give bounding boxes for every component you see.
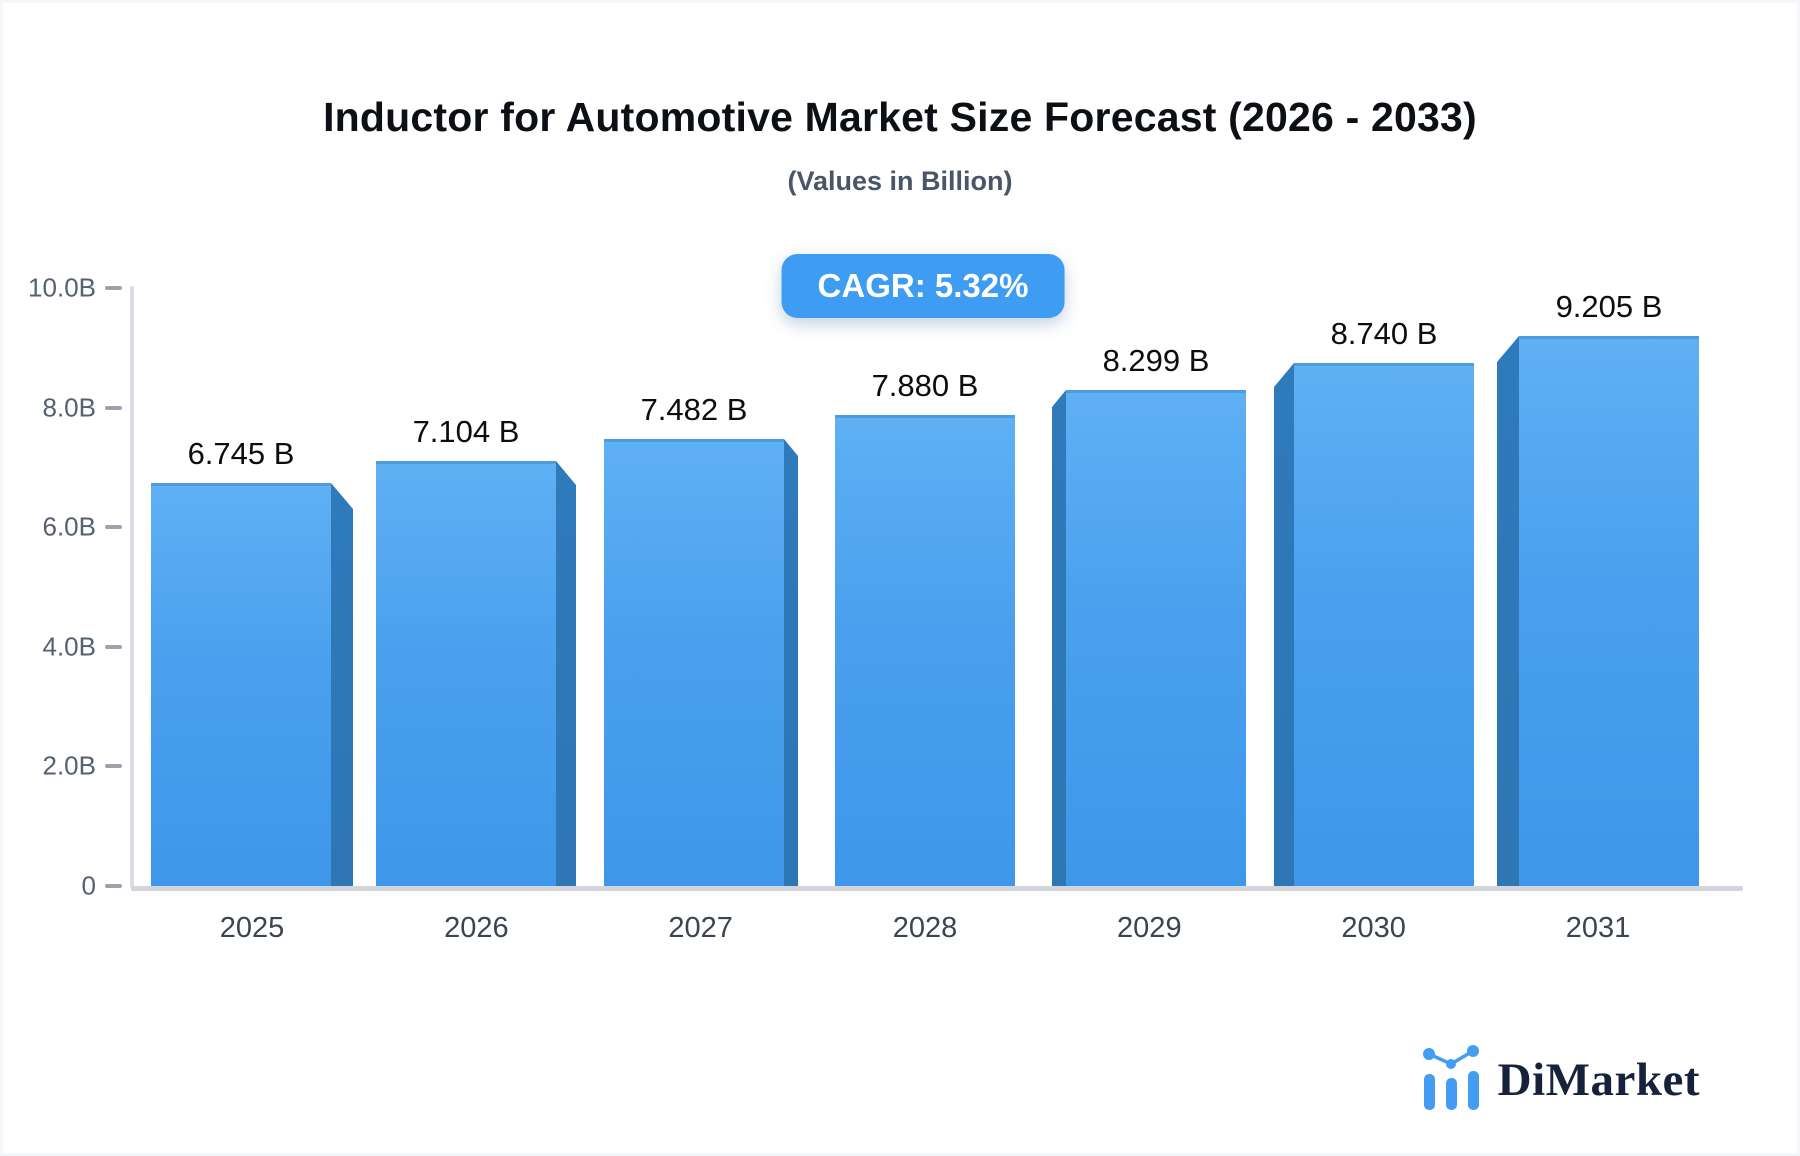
bar-face — [604, 439, 784, 886]
cagr-badge: CAGR: 5.32% — [781, 254, 1065, 318]
bar-value-label: 7.104 B — [412, 414, 520, 449]
bar-value-label: 6.745 B — [187, 436, 295, 471]
bar — [604, 439, 798, 886]
bar — [151, 483, 353, 886]
bar-value-label: 7.880 B — [871, 368, 979, 403]
bar-side — [331, 483, 353, 886]
y-tick-dash — [105, 884, 122, 888]
bar-face — [376, 461, 556, 886]
bar-face — [151, 483, 331, 886]
y-tick-dash — [105, 764, 122, 769]
bar-side — [1274, 363, 1294, 886]
bar — [376, 461, 576, 886]
bar-face — [835, 415, 1015, 886]
x-axis-label: 2027 — [668, 912, 733, 944]
cagr-label: CAGR: 5.32% — [817, 267, 1029, 304]
brand-logo-icon — [1422, 1045, 1479, 1110]
chart-subtitle: (Values in Billion) — [787, 166, 1013, 196]
brand-logo: DiMarket — [1420, 1044, 1700, 1116]
y-tick-label: 6.0B — [42, 511, 97, 542]
x-axis-label: 2030 — [1341, 912, 1406, 944]
bar — [1052, 390, 1246, 886]
x-axis-label: 2026 — [444, 912, 509, 944]
bar — [1497, 336, 1699, 886]
y-tick-dash — [105, 286, 122, 290]
bar — [1274, 363, 1474, 886]
y-tick-label: 4.0B — [42, 631, 97, 662]
y-tick-dash — [105, 644, 122, 649]
y-axis-line — [130, 286, 134, 888]
x-axis-label: 2031 — [1565, 912, 1631, 944]
x-axis-label: 2028 — [892, 912, 958, 944]
y-tick-label: 0 — [81, 870, 96, 901]
y-tick-dash — [105, 525, 122, 530]
y-tick-dash — [105, 405, 122, 410]
bar-side — [1497, 336, 1519, 886]
bar-value-label: 7.482 B — [640, 392, 748, 427]
bar-face — [1066, 390, 1246, 886]
bar-value-label: 8.740 B — [1330, 316, 1438, 351]
bar-side — [1052, 390, 1066, 886]
x-axis-label: 2025 — [219, 912, 285, 944]
bar-value-label: 8.299 B — [1102, 343, 1210, 378]
x-axis-line — [131, 886, 1743, 891]
x-axis-label: 2029 — [1117, 912, 1182, 944]
bar-face — [1294, 363, 1474, 886]
chart-title: Inductor for Automotive Market Size Fore… — [323, 94, 1477, 140]
bar-side — [784, 439, 798, 886]
y-tick-label: 2.0B — [42, 750, 97, 781]
bar — [835, 415, 1015, 886]
y-tick-label: 10.0B — [28, 272, 96, 303]
y-tick-label: 8.0B — [42, 392, 97, 423]
bar-face — [1519, 336, 1699, 886]
bar-value-label: 9.205 B — [1555, 289, 1663, 324]
bar-side — [556, 461, 576, 886]
brand-logo-text: DiMarket — [1497, 1054, 1700, 1106]
